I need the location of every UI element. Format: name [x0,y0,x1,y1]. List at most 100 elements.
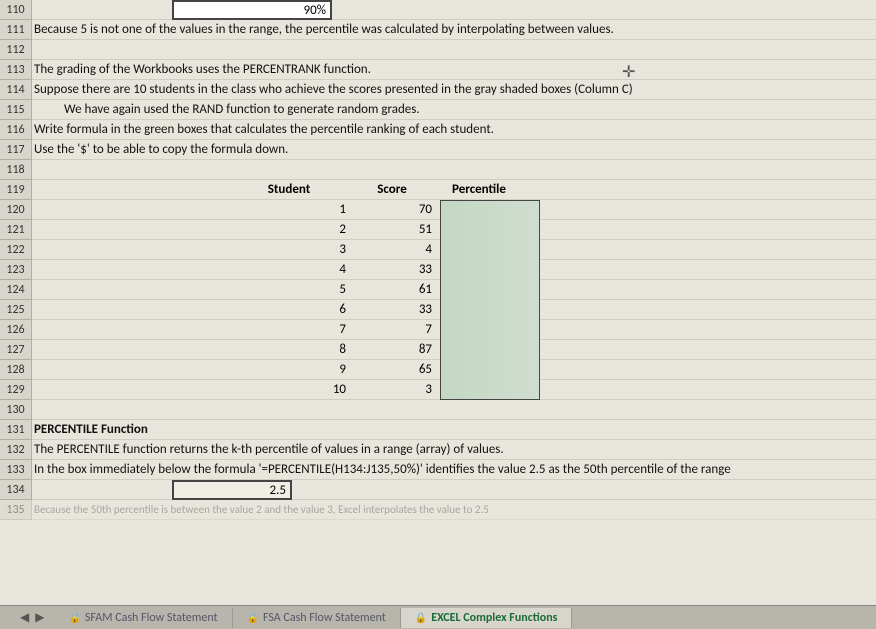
percentile-input-cell[interactable] [440,380,540,400]
row-132[interactable]: 132 The PERCENTILE function returns the … [0,440,876,460]
row-114[interactable]: 114 Suppose there are 10 students in the… [0,80,876,100]
header-percentile: Percentile [452,182,552,197]
score-cell[interactable]: 7 [352,322,438,337]
row-number[interactable]: 133 [0,460,32,480]
percentile-value-box[interactable]: 2.5 [172,480,292,500]
lock-icon: 🔒 [68,611,80,624]
row-number[interactable]: 110 [0,0,32,20]
student-cell[interactable]: 7 [232,322,352,337]
student-cell[interactable]: 9 [232,362,352,377]
row-number[interactable]: 127 [0,340,32,360]
row-number[interactable]: 130 [0,400,32,420]
lock-icon: 🔒 [247,611,259,624]
row-number[interactable]: 122 [0,240,32,260]
cell-text: In the box immediately below the formula… [34,462,731,477]
table-row[interactable]: 128 965 [0,360,876,380]
table-row[interactable]: 126 77 [0,320,876,340]
row-number[interactable]: 112 [0,40,32,60]
student-cell[interactable]: 6 [232,302,352,317]
row-number[interactable]: 134 [0,480,32,500]
row-number[interactable]: 120 [0,200,32,220]
cell-text: Write formula in the green boxes that ca… [34,122,494,137]
row-number[interactable]: 135 [0,500,32,520]
row-110[interactable]: 110 90% [0,0,876,20]
nav-next-icon[interactable]: ▶ [35,610,44,625]
row-119[interactable]: 119 Student Score Percentile [0,180,876,200]
row-number[interactable]: 132 [0,440,32,460]
percentile-input-cell[interactable] [440,260,540,280]
percentile-input-cell[interactable] [440,300,540,320]
score-cell[interactable]: 4 [352,242,438,257]
tab-nav[interactable]: ◀ ▶ [20,610,44,625]
score-cell[interactable]: 61 [352,282,438,297]
row-134[interactable]: 134 2.5 [0,480,876,500]
row-130[interactable]: 130 [0,400,876,420]
score-cell[interactable]: 51 [352,222,438,237]
score-cell[interactable]: 3 [352,382,438,397]
student-cell[interactable]: 2 [232,222,352,237]
cell-text: Because the 50th percentile is between t… [34,503,489,516]
percentile-input-cell[interactable] [440,280,540,300]
row-number[interactable]: 119 [0,180,32,200]
table-row[interactable]: 127 887 [0,340,876,360]
score-cell[interactable]: 70 [352,202,438,217]
row-113[interactable]: 113 The grading of the Workbooks uses th… [0,60,876,80]
percentile-result-box[interactable]: 90% [172,0,332,20]
tab-fsa[interactable]: 🔒 FSA Cash Flow Statement [233,608,401,628]
row-117[interactable]: 117 Use the '$' to be able to copy the f… [0,140,876,160]
row-118[interactable]: 118 [0,160,876,180]
table-row[interactable]: 125 633 [0,300,876,320]
score-cell[interactable]: 65 [352,362,438,377]
row-112[interactable]: 112 [0,40,876,60]
row-number[interactable]: 118 [0,160,32,180]
row-number[interactable]: 121 [0,220,32,240]
row-133[interactable]: 133 In the box immediately below the for… [0,460,876,480]
row-number[interactable]: 113 [0,60,32,80]
row-116[interactable]: 116 Write formula in the green boxes tha… [0,120,876,140]
cell-text: PERCENTILE Function [34,422,148,437]
percentile-input-cell[interactable] [440,340,540,360]
spreadsheet-grid[interactable]: 110 90% 111 Because 5 is not one of the … [0,0,876,605]
row-number[interactable]: 125 [0,300,32,320]
row-number[interactable]: 124 [0,280,32,300]
row-number[interactable]: 115 [0,100,32,120]
percentile-input-cell[interactable] [440,200,540,220]
score-cell[interactable]: 33 [352,302,438,317]
row-135[interactable]: 135 Because the 50th percentile is betwe… [0,500,876,520]
student-cell[interactable]: 5 [232,282,352,297]
row-number[interactable]: 128 [0,360,32,380]
row-number[interactable]: 111 [0,20,32,40]
table-row[interactable]: 122 34 [0,240,876,260]
row-111[interactable]: 111 Because 5 is not one of the values i… [0,20,876,40]
student-cell[interactable]: 8 [232,342,352,357]
row-131[interactable]: 131 PERCENTILE Function [0,420,876,440]
row-number[interactable]: 129 [0,380,32,400]
row-number[interactable]: 123 [0,260,32,280]
row-number[interactable]: 131 [0,420,32,440]
table-row[interactable]: 120 170 [0,200,876,220]
row-number[interactable]: 126 [0,320,32,340]
header-student: Student [232,182,352,197]
table-row[interactable]: 123 433 [0,260,876,280]
student-cell[interactable]: 4 [232,262,352,277]
tab-sfam[interactable]: 🔒 SFAM Cash Flow Statement [54,608,232,628]
student-cell[interactable]: 10 [232,382,352,397]
table-row[interactable]: 124 561 [0,280,876,300]
percentile-input-cell[interactable] [440,240,540,260]
tab-label: EXCEL Complex Functions [431,611,557,625]
table-row[interactable]: 129 103 [0,380,876,400]
row-115[interactable]: 115 We have again used the RAND function… [0,100,876,120]
nav-prev-icon[interactable]: ◀ [20,610,29,625]
score-cell[interactable]: 33 [352,262,438,277]
row-number[interactable]: 114 [0,80,32,100]
table-row[interactable]: 121 251 [0,220,876,240]
row-number[interactable]: 116 [0,120,32,140]
row-number[interactable]: 117 [0,140,32,160]
percentile-input-cell[interactable] [440,220,540,240]
tab-excel-complex[interactable]: 🔒 EXCEL Complex Functions [401,608,573,628]
student-cell[interactable]: 1 [232,202,352,217]
percentile-input-cell[interactable] [440,360,540,380]
student-cell[interactable]: 3 [232,242,352,257]
percentile-input-cell[interactable] [440,320,540,340]
score-cell[interactable]: 87 [352,342,438,357]
